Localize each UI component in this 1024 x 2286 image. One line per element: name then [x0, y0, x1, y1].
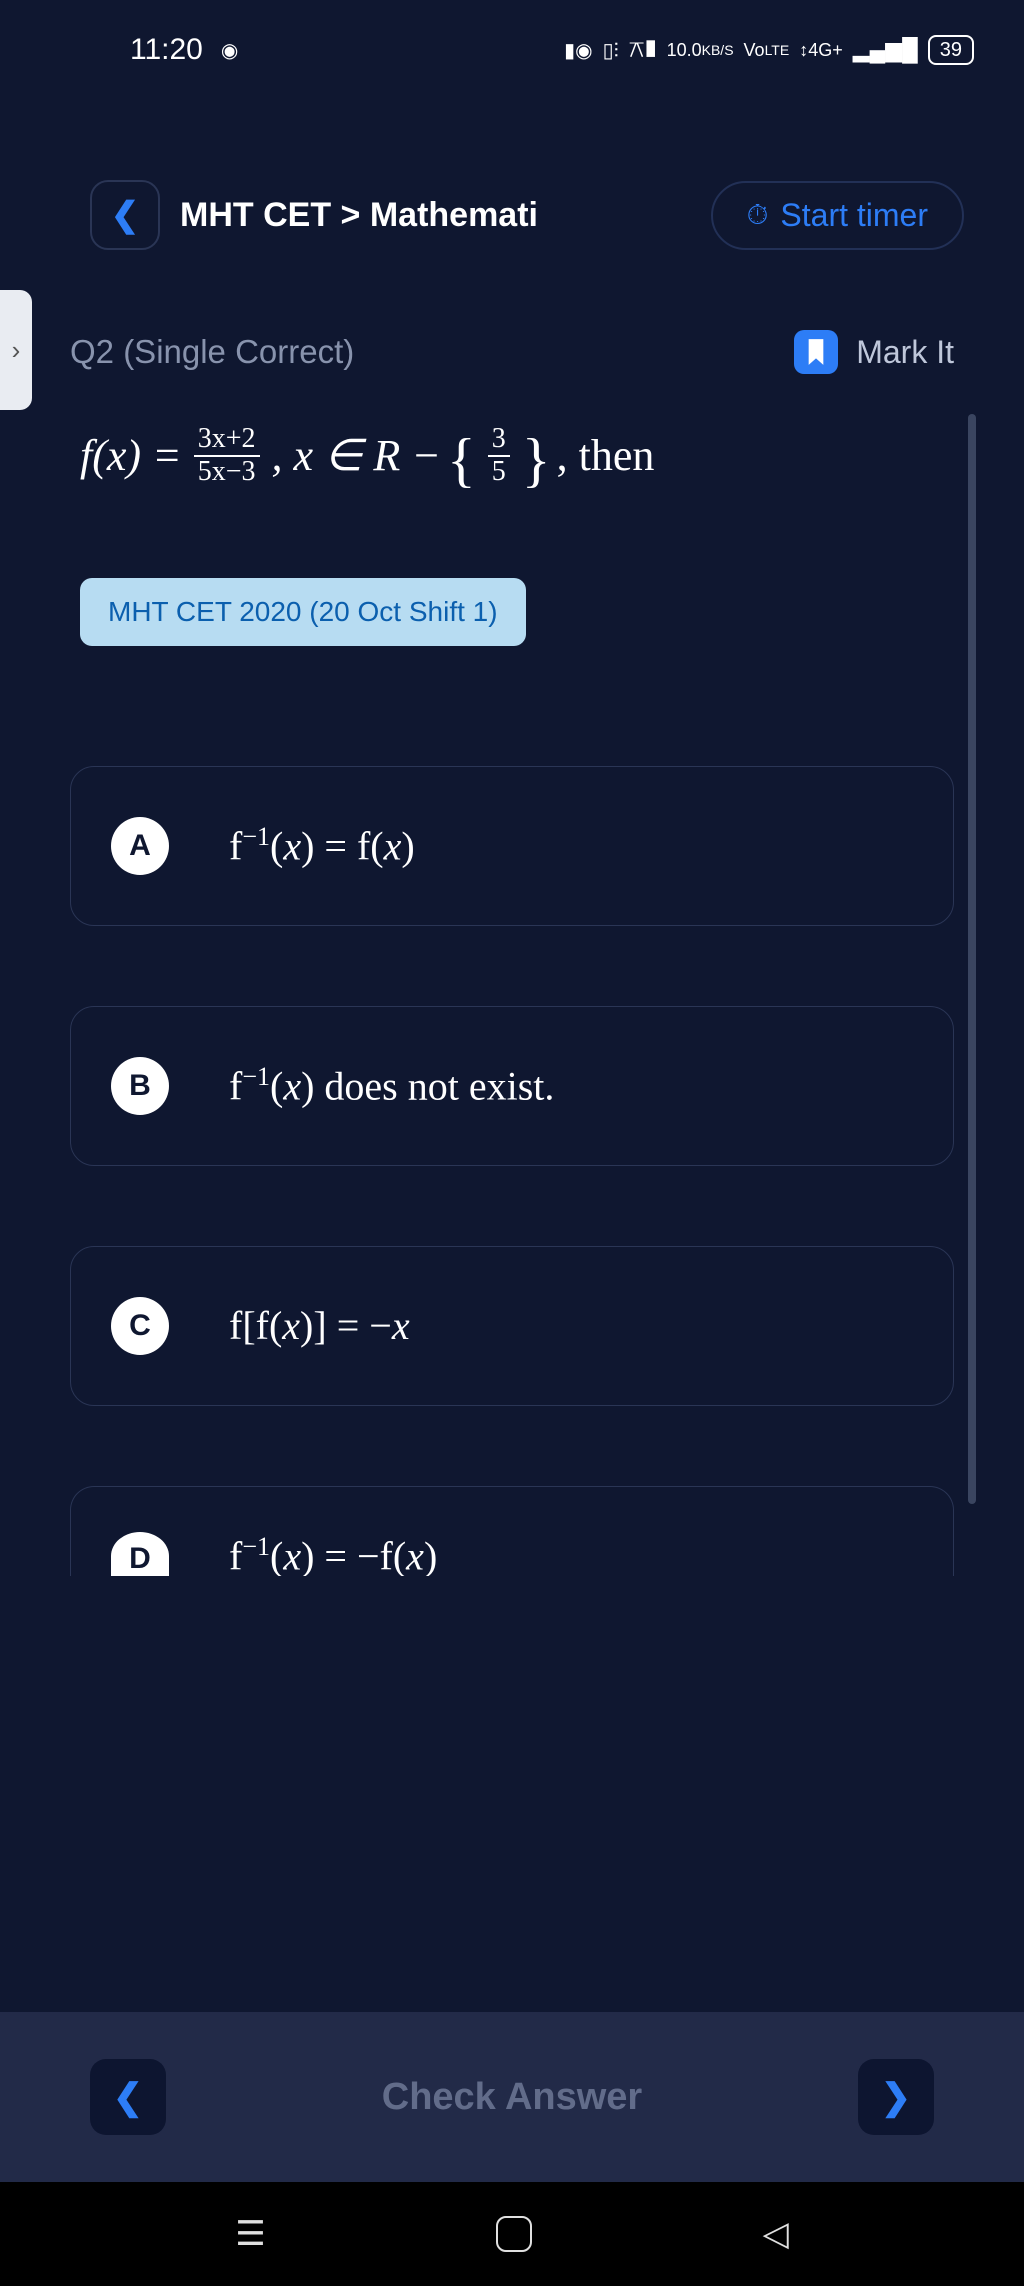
clock-icon: ⏱ [747, 199, 769, 232]
status-app-icon: ◉ [221, 38, 238, 63]
option-letter: D [111, 1532, 169, 1576]
scrollbar[interactable] [968, 414, 976, 1504]
exam-source-chip[interactable]: MHT CET 2020 (20 Oct Shift 1) [80, 578, 526, 646]
option-b[interactable]: B f−1(x) does not exist. [70, 1006, 954, 1166]
mark-it-label: Mark It [856, 334, 954, 371]
option-letter: C [111, 1297, 169, 1355]
status-bar: 11:20 ◉ ▮◉ ▯⫶ ⚻∎ 10.0KB/S VoLTE ↕4G+ ▂▄▆… [0, 0, 1024, 100]
bookmark-icon [794, 330, 838, 374]
question-label: Q2 (Single Correct) [70, 333, 354, 371]
chevron-left-icon: ❮ [113, 2076, 143, 2118]
android-recent-button[interactable]: ☰ [235, 2214, 265, 2254]
status-4g-icon: ↕4G+ [799, 41, 843, 59]
check-answer-button[interactable]: Check Answer [382, 2076, 642, 2119]
mark-it-button[interactable]: Mark It [794, 330, 954, 374]
status-bluetooth-icon: ⚻∎ [629, 36, 657, 64]
breadcrumb: MHT CET > Mathemati [180, 196, 691, 235]
option-text: f−1(x) does not exist. [229, 1062, 554, 1109]
next-question-button[interactable]: ❯ [858, 2059, 934, 2135]
back-button[interactable]: ❮ [90, 180, 160, 250]
android-home-button[interactable] [496, 2216, 532, 2252]
drawer-handle[interactable]: › [0, 290, 32, 410]
status-time: 11:20 [130, 33, 203, 67]
status-volte-icon: VoLTE [744, 41, 790, 59]
option-letter: B [111, 1057, 169, 1115]
status-camera-icon: ▮◉ [564, 38, 592, 63]
chevron-right-icon: › [12, 335, 21, 366]
chevron-right-icon: ❯ [881, 2076, 911, 2118]
status-battery: 39 [928, 35, 974, 65]
content-area: f(x) = 3x+2 5x−3 , x ∈ R − { 3 5 } , the… [0, 404, 1024, 1576]
option-a[interactable]: A f−1(x) = f(x) [70, 766, 954, 926]
bottom-bar: ❮ Check Answer ❯ [0, 2012, 1024, 2182]
status-data-rate: 10.0KB/S [667, 41, 734, 59]
prev-question-button[interactable]: ❮ [90, 2059, 166, 2135]
android-nav-bar: ☰ ◁ [0, 2182, 1024, 2286]
question-bar: Q2 (Single Correct) Mark It [0, 290, 1024, 404]
option-text: f−1(x) = −f(x) [229, 1532, 437, 1575]
android-back-button[interactable]: ◁ [763, 2214, 789, 2254]
start-timer-button[interactable]: ⏱ Start timer [711, 181, 964, 250]
option-c[interactable]: C f[f(x)] = −x [70, 1246, 954, 1406]
question-equation: f(x) = 3x+2 5x−3 , x ∈ R − { 3 5 } , the… [70, 404, 954, 548]
option-letter: A [111, 817, 169, 875]
status-vibrate-icon: ▯⫶ [603, 38, 619, 63]
status-signal-icon: ▂▄▆█ [853, 37, 918, 63]
chevron-left-icon: ❮ [111, 195, 140, 235]
option-d[interactable]: D f−1(x) = −f(x) [70, 1486, 954, 1576]
option-text: f[f(x)] = −x [229, 1302, 410, 1349]
page-header: ❮ MHT CET > Mathemati ⏱ Start timer [0, 100, 1024, 290]
option-text: f−1(x) = f(x) [229, 822, 415, 869]
start-timer-label: Start timer [780, 197, 928, 234]
